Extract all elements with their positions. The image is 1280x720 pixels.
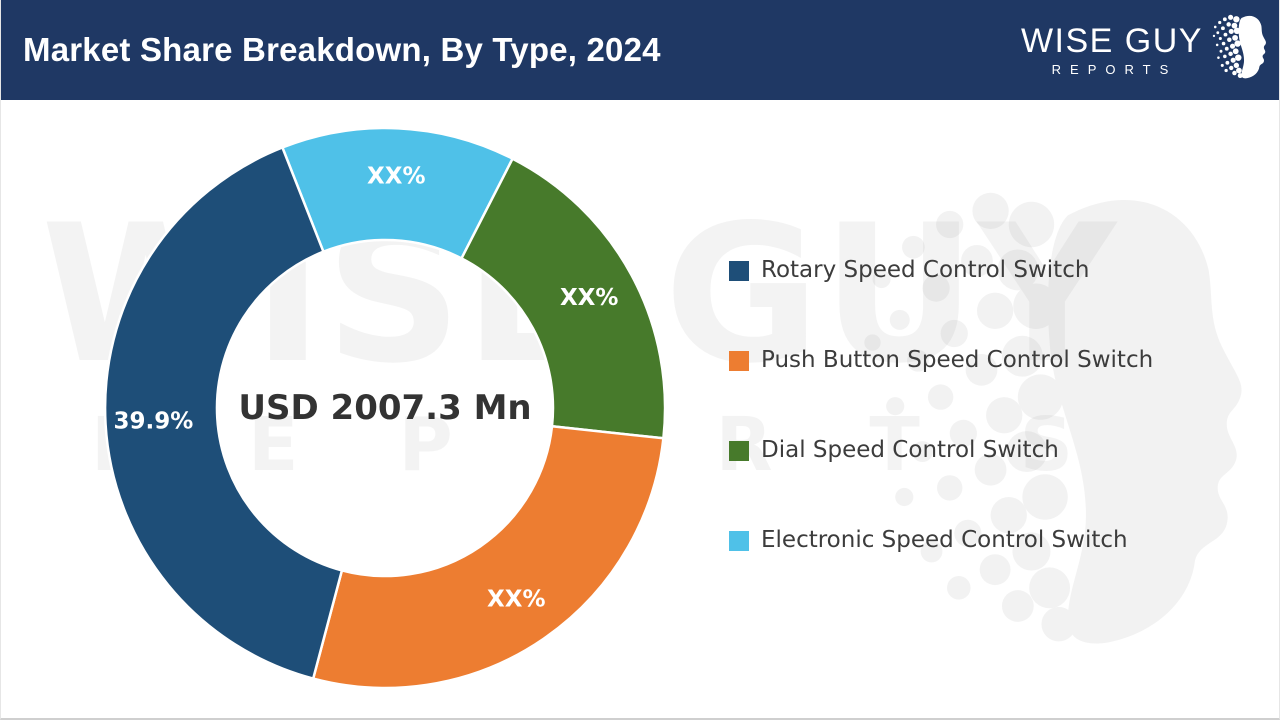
legend-label-rotary-speed-control-switch: Rotary Speed Control Switch (761, 257, 1090, 284)
donut-segment-dial-speed-control-switch (460, 157, 667, 440)
donut-segment-push-button-speed-control-switch (311, 424, 665, 690)
legend-item-electronic-speed-control-switch: Electronic Speed Control Switch (729, 527, 1153, 555)
brand-subname: REPORTS (1051, 62, 1178, 77)
legend-label-push-button-speed-control-switch: Push Button Speed Control Switch (761, 347, 1154, 374)
legend-swatch-dial-speed-control-switch (729, 441, 749, 461)
brand-logo: WISE GUY REPORTS (1021, 9, 1269, 91)
legend-label-electronic-speed-control-switch: Electronic Speed Control Switch (761, 527, 1128, 554)
header-bar: Market Share Breakdown, By Type, 2024 WI… (1, 0, 1279, 100)
legend-item-rotary-speed-control-switch: Rotary Speed Control Switch (729, 257, 1153, 285)
legend-swatch-electronic-speed-control-switch (729, 531, 749, 551)
slice-label-electronic-speed-control-switch: XX% (367, 163, 426, 189)
legend-item-dial-speed-control-switch: Dial Speed Control Switch (729, 437, 1153, 465)
legend: Rotary Speed Control Switch Push Button S… (729, 257, 1153, 617)
slice-label-rotary-speed-control-switch: 39.9% (114, 408, 194, 434)
chart-area: WISE GUY REPORTS XX%XX%XX%39.9% USD 2007… (1, 100, 1280, 720)
legend-item-push-button-speed-control-switch: Push Button Speed Control Switch (729, 347, 1153, 375)
legend-swatch-push-button-speed-control-switch (729, 351, 749, 371)
legend-label-dial-speed-control-switch: Dial Speed Control Switch (761, 437, 1059, 464)
slice-label-push-button-speed-control-switch: XX% (487, 586, 546, 612)
brand-name: WISE GUY (1020, 22, 1203, 60)
legend-swatch-rotary-speed-control-switch (729, 261, 749, 281)
brand-face-icon (1205, 9, 1269, 91)
donut-chart: XX% XX% XX% 39.9% (103, 126, 667, 690)
chart-center-value: USD 2007.3 Mn (238, 388, 532, 428)
slice-label-dial-speed-control-switch: XX% (560, 285, 619, 311)
donut-segment-rotary-speed-control-switch (103, 146, 344, 680)
brand-logo-text: WISE GUY REPORTS (1021, 24, 1203, 76)
page-title: Market Share Breakdown, By Type, 2024 (23, 31, 661, 68)
